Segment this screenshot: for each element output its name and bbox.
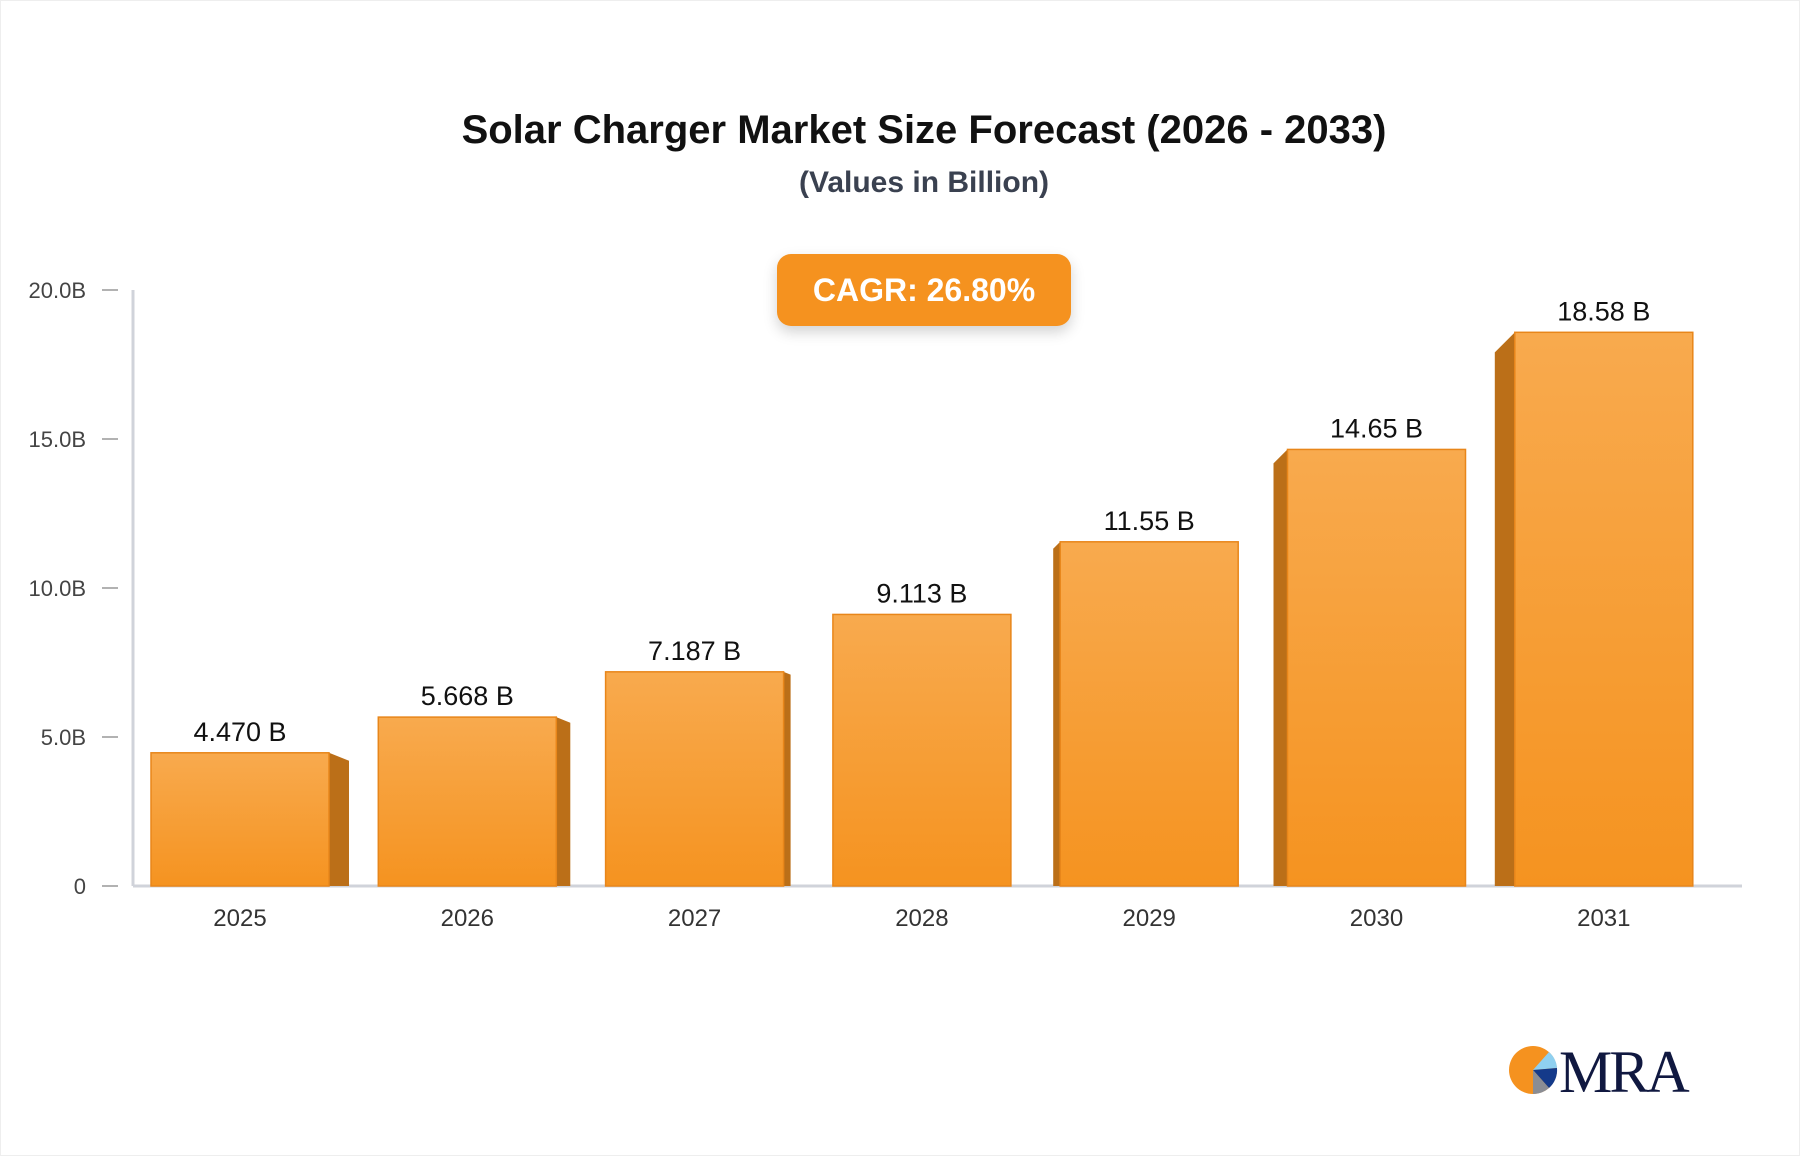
bar-group: 5.668 B 2026 [377,681,571,932]
bar [377,716,558,887]
bar-group: 9.113 B 2028 [832,578,1012,932]
x-tick-label: 2031 [1577,905,1630,932]
y-tick-label: 0 [74,874,86,899]
chart-title: Solar Charger Market Size Forecast (2026… [461,108,1387,152]
data-label: 4.470 B [193,717,286,747]
x-tick-label: 2026 [441,905,494,932]
bar-side [556,717,571,886]
y-tick-label: 5.0B [41,725,86,750]
x-tick-label: 2027 [668,905,721,932]
bar [832,613,1012,887]
bar-side [1053,541,1061,886]
bar [604,671,785,887]
y-tick-label: 15.0B [29,427,87,452]
bar [1059,541,1239,887]
bar-side [1494,332,1515,886]
data-label: 11.55 B [1104,506,1195,536]
y-tick-label: 10.0B [29,576,87,601]
x-tick-label: 2029 [1123,905,1176,932]
x-tick-label: 2028 [895,905,948,932]
data-label: 9.113 B [876,578,967,608]
bar-group: 18.58 B 2031 [1494,296,1694,932]
svg-text:MRA: MRA [1559,1040,1689,1100]
bar-group: 4.470 B 2025 [150,717,349,932]
bar-group: 7.187 B 2027 [604,636,791,932]
x-tick-label: 2025 [213,905,266,932]
data-label: 5.668 B [421,681,514,711]
y-tick-label: 20.0B [29,278,87,303]
data-label: 14.65 B [1330,413,1423,443]
chart-subtitle: (Values in Billion) [798,166,1050,199]
bar [1514,331,1694,887]
bar [150,752,330,887]
bar-side [783,671,791,886]
bar [1286,448,1467,887]
data-label: 7.187 B [648,636,741,666]
data-label: 18.58 B [1557,296,1650,326]
cagr-badge: CAGR: 26.80% [777,254,1071,326]
bar-side [329,752,349,886]
bar-side [1273,449,1288,886]
x-tick-label: 2030 [1350,905,1403,932]
bar-group: 14.65 B 2030 [1273,413,1467,932]
mra-logo: MRA [1509,1040,1692,1100]
bar-group: 11.55 B 2029 [1053,506,1239,932]
